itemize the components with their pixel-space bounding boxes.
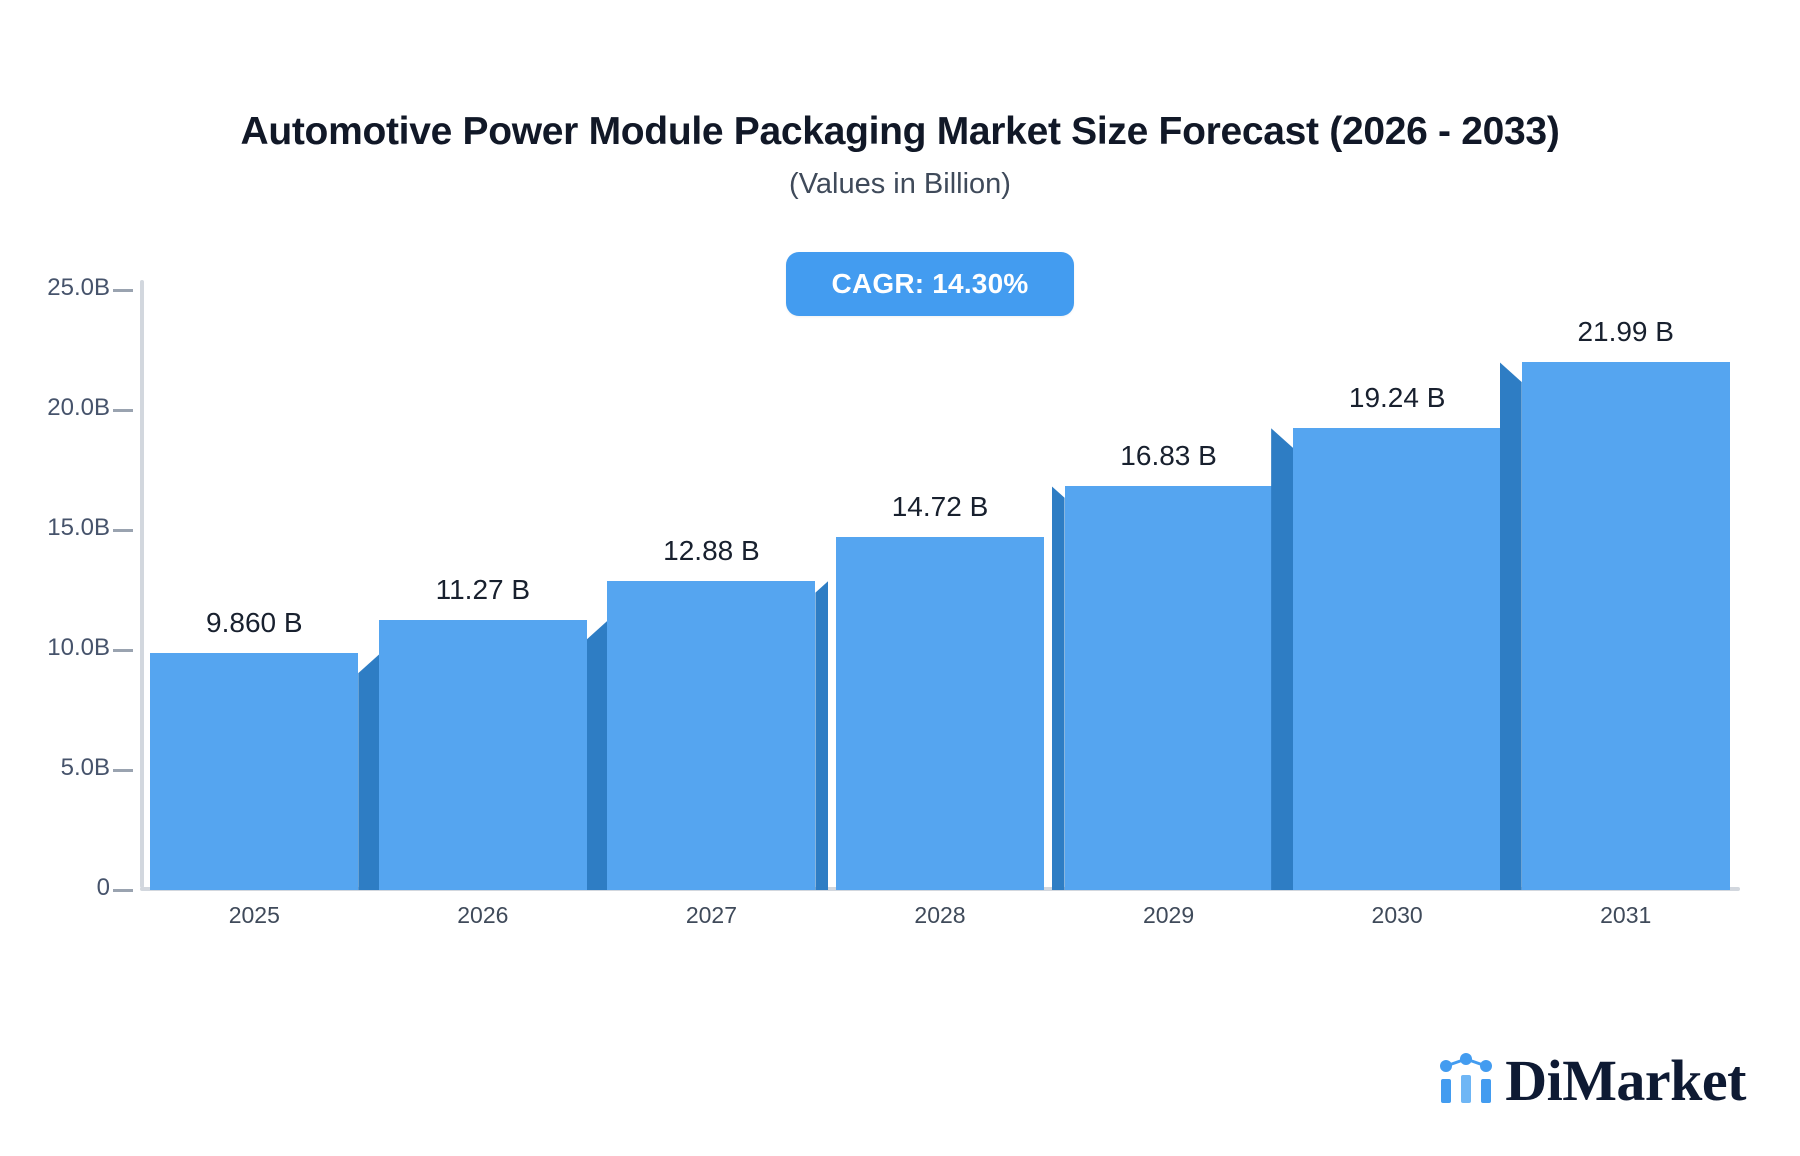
- y-axis-tick-mark: [113, 649, 133, 652]
- bar-value-label: 11.27 B: [435, 573, 531, 605]
- bar-front-face: [1521, 362, 1730, 890]
- y-axis-tick-mark: [113, 409, 133, 412]
- y-axis-tick-label: 0: [96, 874, 110, 901]
- bar: 21.99 B: [1499, 316, 1730, 890]
- bar-value-label: 16.83 B: [1120, 440, 1217, 472]
- cagr-badge: CAGR: 14.30%: [786, 252, 1074, 316]
- x-axis-tick-label: 2028: [914, 902, 966, 928]
- x-axis-tick-label: 2025: [228, 902, 280, 928]
- bar-front-face: [607, 580, 816, 890]
- bar: 19.24 B: [1271, 382, 1502, 890]
- y-axis-tick-label: 20.0B: [47, 394, 110, 421]
- bar-side-face: [358, 653, 381, 890]
- bar: 12.88 B: [607, 535, 829, 890]
- y-axis-tick-label: 10.0B: [47, 634, 110, 661]
- bar-side-face: [1051, 486, 1065, 890]
- bar-value-label: 9.860 B: [206, 607, 303, 639]
- y-axis-tick-label: 5.0B: [60, 754, 110, 781]
- y-axis-tick-mark: [113, 769, 133, 772]
- y-axis-line: [140, 280, 144, 888]
- y-axis-tick-label: 25.0B: [47, 274, 110, 301]
- y-axis-tick-label: 15.0B: [47, 514, 110, 541]
- bar-front-face: [1064, 486, 1273, 890]
- bar: 16.83 B: [1051, 440, 1273, 890]
- bar-front-face: [150, 653, 359, 890]
- x-axis-tick-label: 2029: [1142, 902, 1195, 928]
- bar-side-face: [815, 580, 829, 890]
- bar-value-label: 19.24 B: [1348, 382, 1446, 414]
- y-axis-tick-mark: [113, 529, 133, 532]
- bar: 9.860 B: [150, 607, 381, 890]
- bar-front-face: [378, 619, 587, 890]
- y-axis-tick-mark: [113, 289, 133, 292]
- bar-side-face: [1499, 362, 1522, 890]
- dimarket-logo: DiMarket: [1439, 1052, 1746, 1110]
- bar-chart-icon: [1439, 1052, 1493, 1110]
- bar-value-label: 21.99 B: [1577, 316, 1674, 348]
- bar-side-face: [586, 619, 609, 890]
- x-axis-tick-label: 2031: [1600, 902, 1652, 928]
- x-axis-tick-label: 2030: [1371, 902, 1423, 928]
- bar-front-face: [1293, 428, 1502, 890]
- bar-value-label: 14.72 B: [891, 490, 989, 522]
- bar-front-face: [836, 536, 1044, 890]
- plot-area: 9.860 B 11.27 B 12.88 B 14.72 B 16.83 B 19.24…: [140, 280, 1740, 928]
- logo-text: DiMarket: [1505, 1048, 1746, 1113]
- bar-series: 9.860 B 11.27 B 12.88 B 14.72 B 16.83 B 19.24…: [140, 290, 1740, 890]
- page-title: Automotive Power Module Packaging Market…: [240, 110, 1560, 153]
- bar-value-label: 12.88 B: [663, 534, 760, 566]
- x-axis-tick-label: 2026: [457, 902, 509, 928]
- bar-side-face: [1271, 428, 1294, 890]
- page-subtitle: (Values in Billion): [789, 168, 1011, 200]
- cagr-badge-label: CAGR: 14.30%: [831, 268, 1029, 299]
- x-axis-tick-label: 2027: [685, 902, 738, 928]
- y-axis-tick-mark: [113, 889, 133, 892]
- bar: 14.72 B: [836, 491, 1044, 890]
- bar: 11.27 B: [378, 574, 609, 890]
